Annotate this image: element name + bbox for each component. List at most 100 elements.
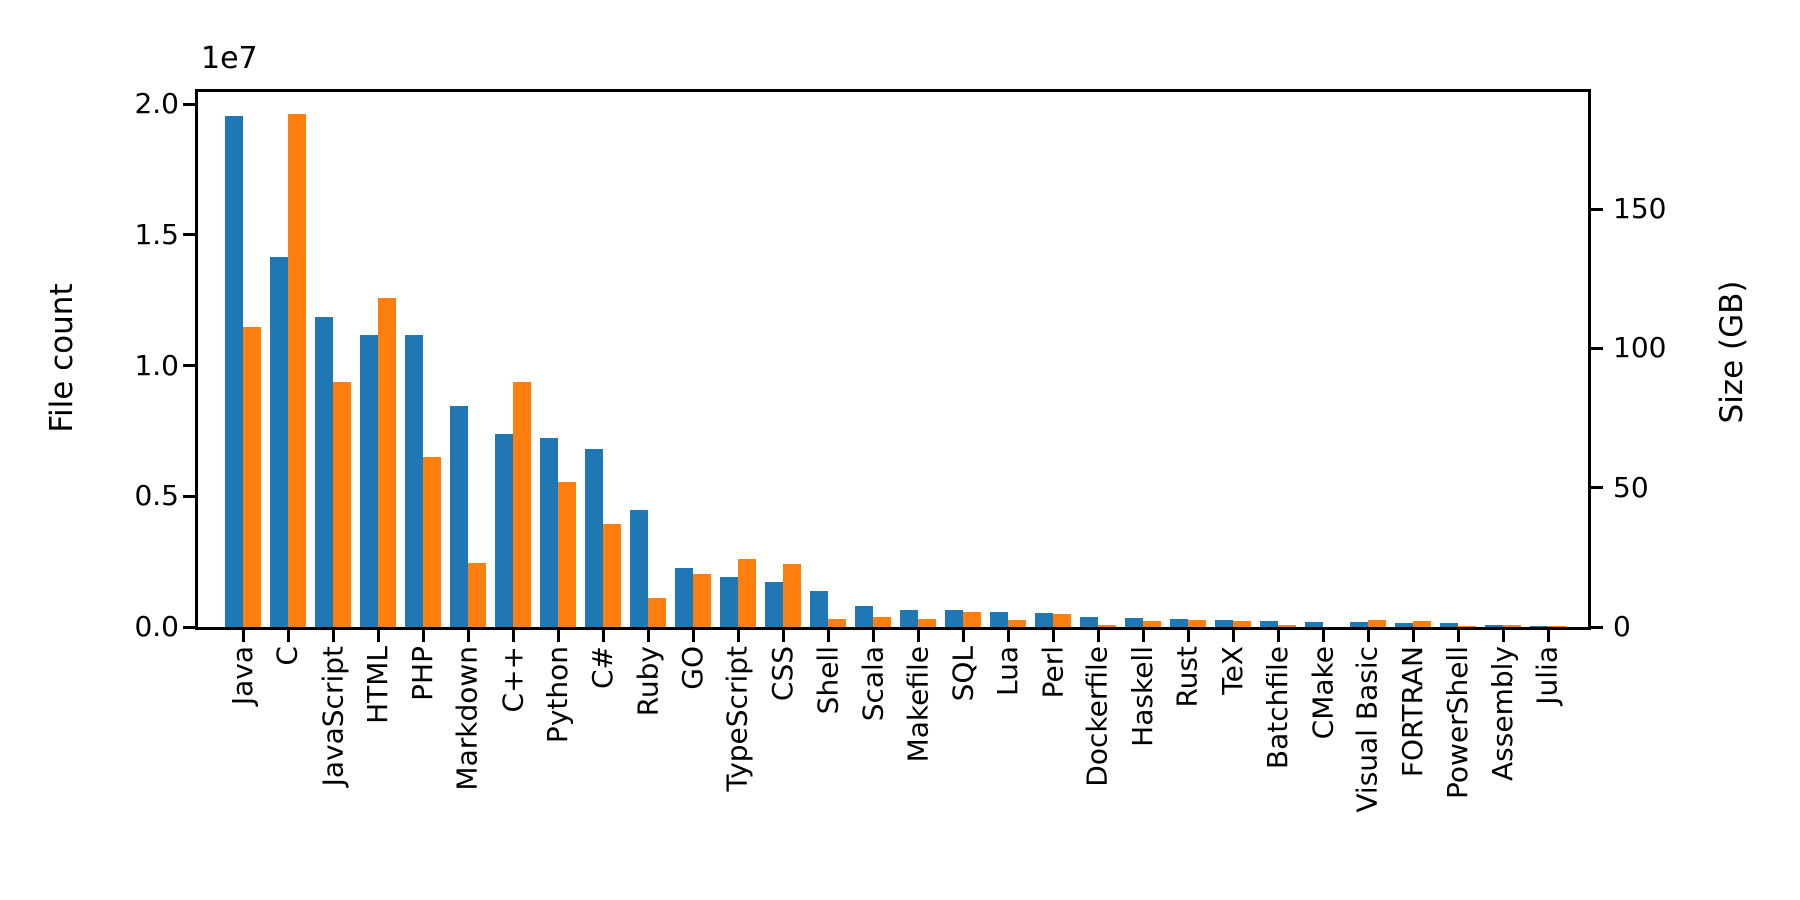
bar-size-gb-tex (1233, 621, 1251, 627)
x-tick-label: C# (586, 646, 619, 690)
bar-size-gb-markdown (468, 563, 486, 627)
x-tick (1186, 630, 1190, 642)
bar-file-count-makefile (900, 610, 918, 627)
y-tick-label-left: 1.5 (134, 217, 179, 251)
bar-file-count-fortran (1395, 623, 1413, 627)
bar-size-gb-perl (1053, 614, 1071, 627)
x-tick-label: CMake (1306, 646, 1339, 740)
x-tick (556, 630, 560, 642)
x-tick-label: PowerShell (1441, 646, 1474, 799)
y-axis-offset-text: 1e7 (201, 41, 258, 76)
bar-size-gb-c- (513, 382, 531, 627)
bar-size-gb-scala (873, 617, 891, 627)
bar-size-gb-python (558, 482, 576, 627)
bar-size-gb-rust (1188, 620, 1206, 627)
y-tick-label-left: 1.0 (134, 348, 179, 382)
y-tick-left (183, 364, 195, 368)
bar-size-gb-haskell (1143, 621, 1161, 627)
x-tick-label: C++ (496, 646, 529, 713)
bar-size-gb-sql (963, 612, 981, 627)
bar-file-count-c- (495, 434, 513, 627)
x-tick-label: Perl (1036, 646, 1069, 699)
x-tick-label: CSS (766, 646, 799, 702)
x-tick-label: GO (676, 646, 709, 690)
x-tick-label: Python (541, 646, 574, 744)
y-tick-label-right: 100 (1613, 331, 1667, 365)
x-tick-label: Dockerfile (1081, 646, 1114, 787)
x-tick (1141, 630, 1145, 642)
bar-file-count-javascript (315, 317, 333, 627)
x-tick-label: PHP (406, 646, 439, 701)
plot-area (195, 89, 1591, 630)
bar-size-gb-php (423, 457, 441, 627)
bar-size-gb-visual-basic (1368, 620, 1386, 627)
y-tick-label-left: 0.5 (134, 479, 179, 513)
bar-size-gb-ruby (648, 598, 666, 627)
x-tick-label: Markdown (451, 646, 484, 791)
bar-file-count-powershell (1440, 623, 1458, 627)
bar-file-count-cmake (1305, 622, 1323, 627)
bar-size-gb-powershell (1458, 626, 1476, 627)
x-tick-label: TeX (1216, 646, 1249, 695)
y-tick-left (183, 494, 195, 498)
x-tick (241, 630, 245, 642)
bar-size-gb-css (783, 564, 801, 627)
bar-file-count-julia (1530, 626, 1548, 627)
bar-file-count-tex (1215, 620, 1233, 627)
bar-file-count-lua (990, 612, 1008, 627)
x-tick-label: Haskell (1126, 646, 1159, 747)
x-tick (1321, 630, 1325, 642)
x-tick (1501, 630, 1505, 642)
bar-file-count-c- (585, 449, 603, 627)
y-axis-label-left: File count (44, 283, 80, 433)
x-tick (1546, 630, 1550, 642)
bar-size-gb-javascript (333, 382, 351, 627)
x-tick (1006, 630, 1010, 642)
bar-size-gb-java (243, 327, 261, 627)
x-tick-label: Scala (856, 646, 889, 722)
y-tick-label-left: 0.0 (134, 610, 179, 643)
x-tick-label: Batchfile (1261, 646, 1294, 770)
x-tick (1366, 630, 1370, 642)
bar-size-gb-makefile (918, 619, 936, 627)
bar-file-count-markdown (450, 406, 468, 627)
x-tick (1096, 630, 1100, 642)
bar-size-gb-lua (1008, 620, 1026, 627)
bar-size-gb-shell (828, 619, 846, 627)
y-axis-label-right: Size (GB) (1714, 280, 1750, 424)
x-tick-label: Lua (991, 646, 1024, 697)
x-tick-label: Visual Basic (1351, 646, 1384, 813)
x-tick-label: JavaScript (316, 646, 349, 787)
x-tick-label: SQL (946, 646, 979, 702)
x-tick-label: Assembly (1486, 646, 1519, 781)
bar-file-count-html (360, 335, 378, 627)
x-tick (826, 630, 830, 642)
x-tick-label: Java (226, 646, 259, 706)
x-tick-label: TypeScript (721, 646, 754, 792)
y-tick-label-right: 50 (1613, 470, 1649, 504)
y-tick-right (1591, 625, 1603, 629)
bar-file-count-perl (1035, 613, 1053, 627)
bar-file-count-assembly (1485, 625, 1503, 627)
x-tick (1231, 630, 1235, 642)
bar-size-gb-fortran (1413, 621, 1431, 627)
x-tick (601, 630, 605, 642)
bar-size-gb-c (288, 114, 306, 627)
bar-size-gb-go (693, 574, 711, 627)
bar-file-count-visual-basic (1350, 622, 1368, 627)
x-tick (961, 630, 965, 642)
x-tick-label: Ruby (631, 646, 664, 717)
x-tick (331, 630, 335, 642)
x-tick (421, 630, 425, 642)
bar-size-gb-assembly (1503, 625, 1521, 627)
x-tick (466, 630, 470, 642)
bar-file-count-c (270, 257, 288, 627)
x-tick-label: FORTRAN (1396, 646, 1429, 778)
x-tick-label: C (271, 646, 304, 666)
x-tick (736, 630, 740, 642)
bar-file-count-java (225, 116, 243, 627)
x-tick (511, 630, 515, 642)
x-tick (646, 630, 650, 642)
x-tick (871, 630, 875, 642)
